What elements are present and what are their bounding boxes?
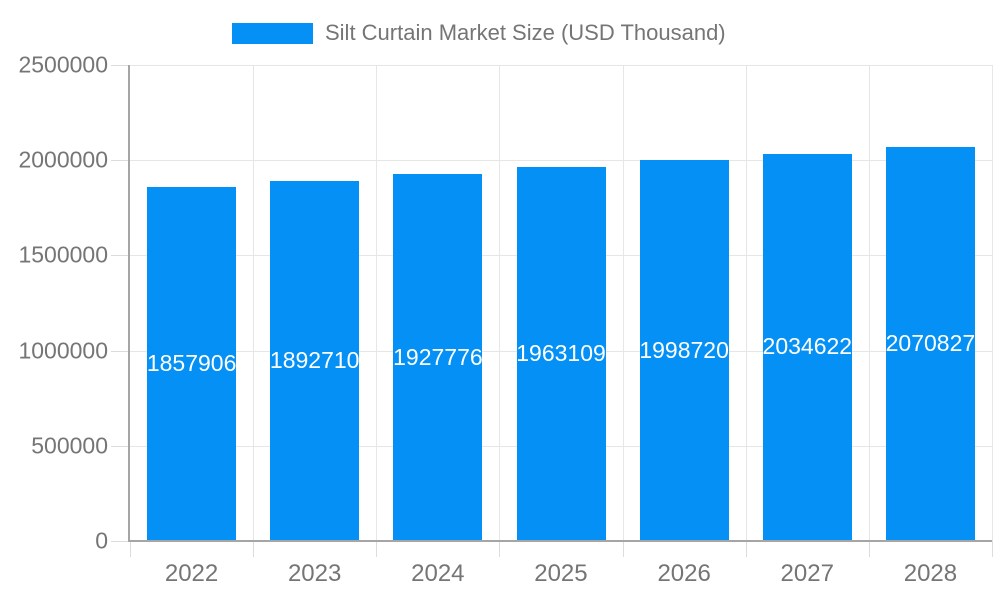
x-axis-label: 2028 [903, 560, 958, 587]
legend-label: Silt Curtain Market Size (USD Thousand) [325, 20, 726, 45]
chart-legend: Silt Curtain Market Size (USD Thousand) [232, 20, 726, 45]
bar-value-label: 1998720 [639, 336, 729, 363]
x-axis-label: 2025 [534, 560, 588, 587]
y-axis-tick [111, 541, 130, 542]
y-axis-label: 1500000 [18, 241, 108, 268]
bar-value-label: 1857906 [147, 350, 237, 377]
bar-value-label: 1892710 [270, 346, 360, 373]
y-axis-label: 1000000 [18, 337, 108, 364]
y-axis-tick [111, 160, 130, 162]
x-axis-tick [992, 541, 993, 557]
y-axis-label: 2000000 [18, 146, 108, 173]
bar-value-label: 2034622 [762, 333, 852, 360]
gridline-vertical [499, 65, 501, 541]
x-axis-label: 2026 [657, 560, 711, 587]
gridline-vertical [745, 65, 747, 541]
y-axis-label: 2500000 [18, 51, 108, 78]
y-axis-label: 500000 [31, 432, 108, 459]
x-axis-tick [376, 541, 378, 557]
y-axis-tick [111, 350, 130, 352]
gridline-vertical [376, 65, 378, 541]
bar: 1892710 [270, 180, 360, 540]
x-axis-line [128, 540, 992, 542]
bar: 1998720 [639, 160, 729, 540]
x-axis-tick [253, 541, 255, 557]
bar-value-label: 1927776 [393, 343, 483, 370]
bar: 1963109 [516, 167, 606, 540]
y-axis-tick [111, 255, 130, 257]
gridline-horizontal [130, 160, 992, 162]
x-axis-label: 2024 [411, 560, 465, 587]
x-axis-label: 2022 [164, 560, 219, 587]
bar: 2070827 [885, 146, 975, 540]
x-axis-tick [130, 541, 131, 557]
bar: 2034622 [762, 153, 852, 540]
x-axis-tick [868, 541, 870, 557]
bar: 1927776 [393, 174, 483, 540]
legend-color-swatch [232, 22, 313, 44]
x-axis-label: 2023 [287, 560, 342, 587]
x-axis-label: 2027 [780, 560, 834, 587]
bar: 1857906 [147, 187, 237, 540]
y-axis-tick [111, 445, 130, 447]
x-axis-tick [499, 541, 501, 557]
y-axis-line [128, 65, 130, 541]
gridline-vertical [868, 65, 870, 541]
gridline-horizontal [130, 65, 992, 66]
gridline-vertical [253, 65, 255, 541]
y-axis-label: 0 [95, 527, 108, 554]
x-axis-tick [622, 541, 624, 557]
bar-value-label: 1963109 [516, 340, 606, 367]
bar-value-label: 2070827 [885, 329, 975, 356]
y-axis-tick [111, 65, 130, 66]
gridline-vertical [622, 65, 624, 541]
gridline-vertical [992, 65, 993, 541]
x-axis-tick [745, 541, 747, 557]
